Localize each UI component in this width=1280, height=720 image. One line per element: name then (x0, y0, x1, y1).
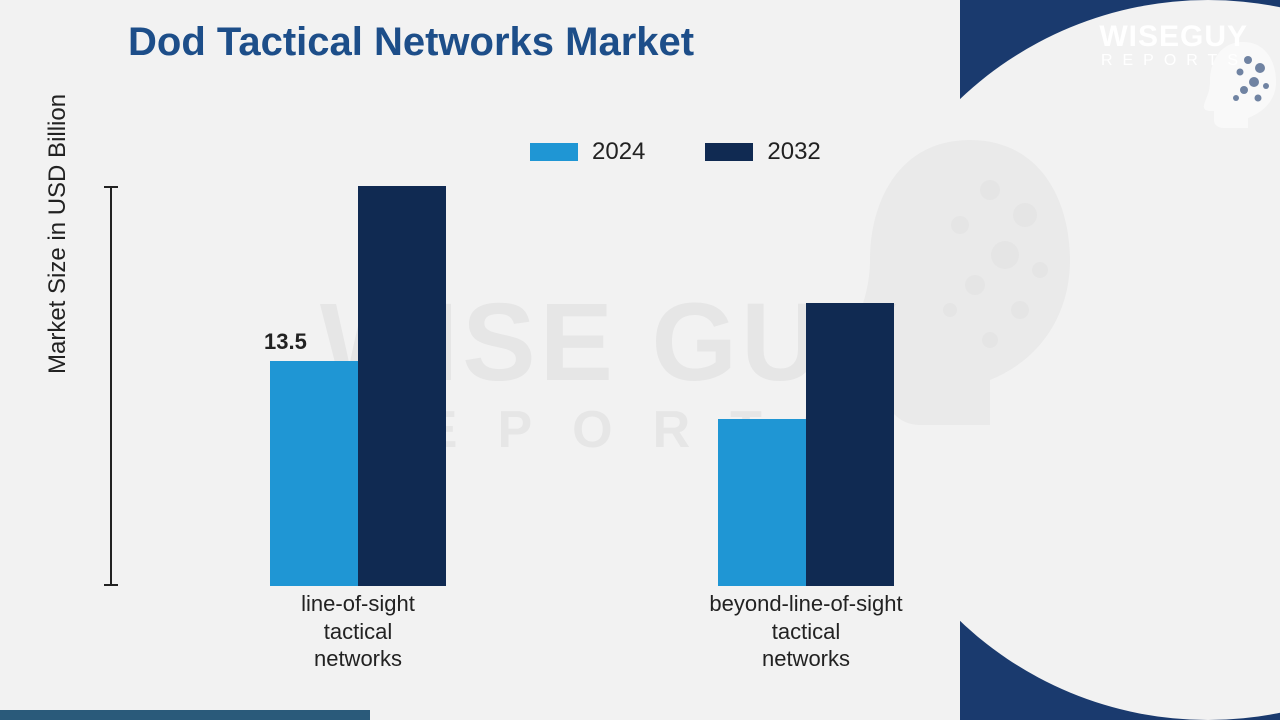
legend-item-2024: 2024 (530, 138, 645, 166)
y-axis-line (110, 186, 112, 586)
bar (270, 361, 358, 586)
legend-label-2024: 2024 (592, 138, 645, 166)
chart-title: Dod Tactical Networks Market (128, 20, 694, 65)
legend-item-2032: 2032 (705, 138, 820, 166)
category-label: beyond-line-of-sighttacticalnetworks (688, 590, 924, 673)
legend-swatch-2024 (530, 143, 578, 161)
plot-area: 13.5 line-of-sighttacticalnetworksbeyond… (110, 186, 930, 586)
bar-value-label: 13.5 (264, 329, 307, 355)
footer-accent-bar (0, 710, 370, 720)
logo-head-icon (1198, 38, 1280, 128)
bar (718, 419, 806, 586)
category-label: line-of-sighttacticalnetworks (240, 590, 476, 673)
bar (358, 186, 446, 586)
bar-group (718, 303, 894, 586)
brand-logo: WISEGUY REPORTS (1099, 20, 1248, 70)
legend-swatch-2032 (705, 143, 753, 161)
legend: 2024 2032 (530, 138, 821, 166)
y-axis-label: Market Size in USD Billion (44, 94, 72, 374)
legend-label-2032: 2032 (767, 138, 820, 166)
bar-group: 13.5 (270, 186, 446, 586)
bar (806, 303, 894, 586)
